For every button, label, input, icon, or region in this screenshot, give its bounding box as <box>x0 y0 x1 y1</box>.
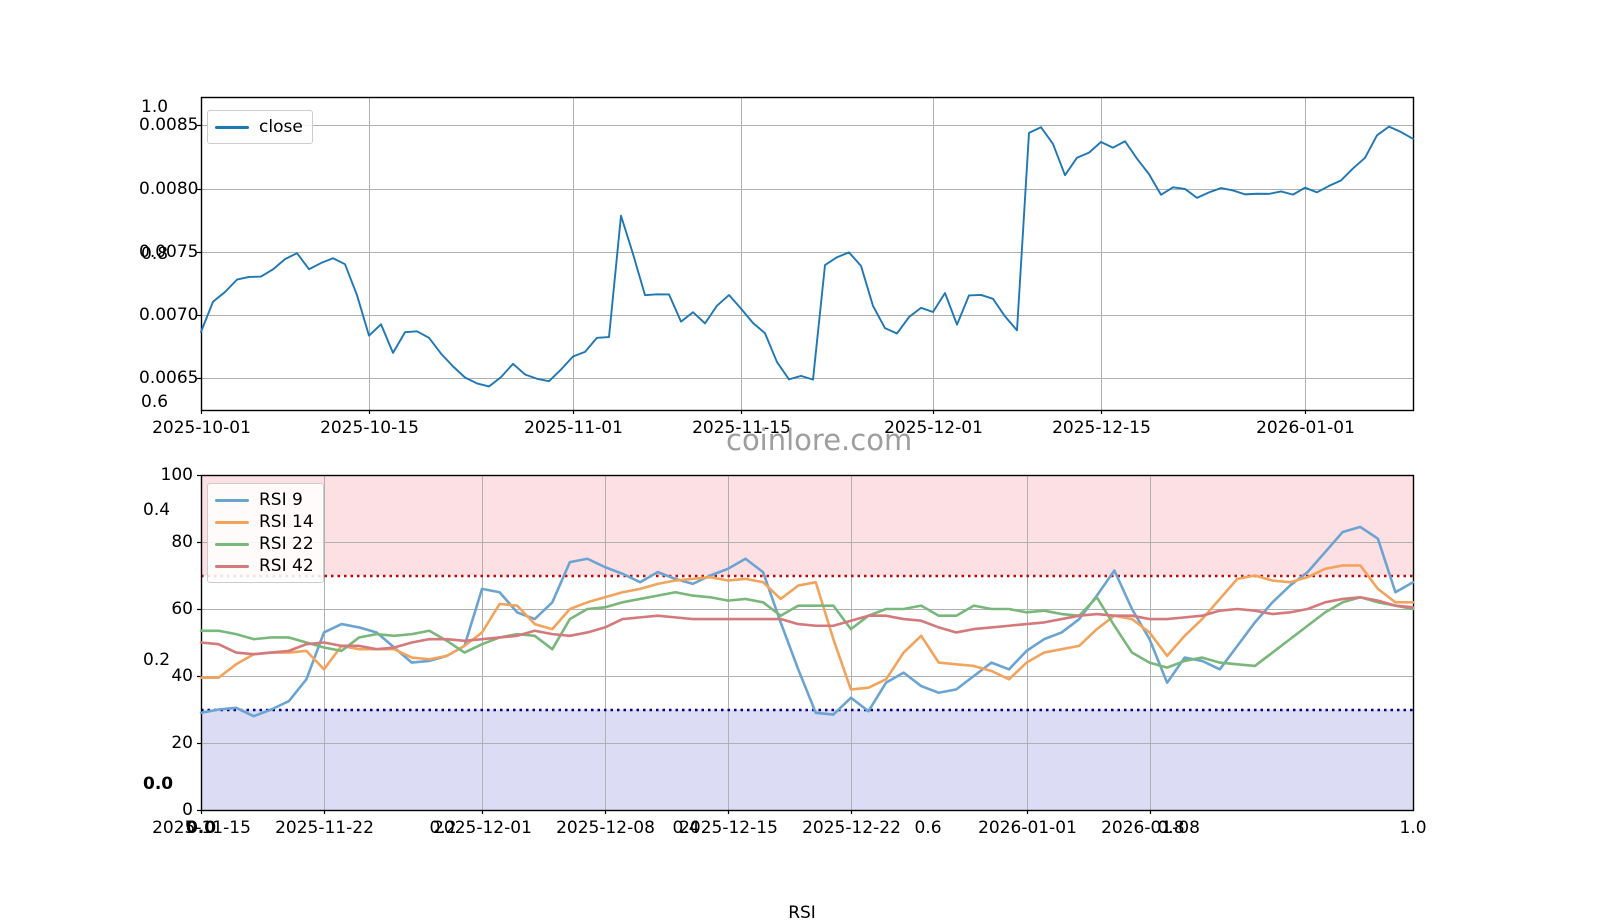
price-y-ghost-2: 1.0 <box>141 97 169 117</box>
price-y-tick-4: 0.0085 <box>139 114 199 135</box>
price-y-tick-1: 0.0070 <box>139 304 199 325</box>
rsi-panel: 0 20 40 60 80 100 0.0 0.2 0.4 2025-11-15 2025-11-2… <box>0 450 1600 923</box>
price-y-ghost-0: 0.6 <box>141 391 169 412</box>
price-legend-label: close <box>259 116 303 137</box>
price-panel: 0.0065 0.0070 0.0075 0.0080 0.0085 0.6 0.8 1.0 2… <box>0 0 1600 450</box>
price-x-tick-1: 2025-10-15 <box>320 418 419 438</box>
price-y-tick-2: 0.0075 <box>139 241 199 262</box>
price-x-tick-3: 2025-11-15 <box>692 418 791 438</box>
rsi-y-ghost-1: 0.2 <box>143 650 171 670</box>
rsi-legend[interactable]: RSI 9 RSI 14 RSI 22 RSI 42 <box>207 483 324 583</box>
price-legend-item[interactable]: close <box>215 116 303 138</box>
rsi-y-tick-0: 0 <box>182 799 193 820</box>
rsi-legend-item[interactable]: RSI 22 <box>215 533 314 555</box>
rsi-legend-label: RSI 42 <box>259 555 314 576</box>
rsi-x-ghost-4: 0.8 <box>1157 818 1185 838</box>
watermark: coinlore.com <box>726 423 913 457</box>
price-x-tick-6: 2026-01-01 <box>1256 418 1355 438</box>
rsi-legend-swatch <box>215 520 249 524</box>
rsi-legend-item[interactable]: RSI 9 <box>215 489 314 511</box>
rsi-legend-swatch <box>215 542 249 546</box>
price-y-tick-0: 0.0065 <box>139 367 199 388</box>
rsi-legend-label: RSI 9 <box>259 489 303 510</box>
rsi-title: RSI <box>788 903 816 923</box>
rsi-x-ghost-5: 1.0 <box>1399 818 1427 838</box>
rsi-x-ghost-2: 0.4 <box>672 818 700 838</box>
rsi-y-tick-5: 100 <box>160 464 193 485</box>
price-x-tick-0: 2025-10-01 <box>152 418 251 438</box>
rsi-x-ghost-3: 0.6 <box>914 818 942 838</box>
price-x-tick-5: 2025-12-15 <box>1052 418 1151 438</box>
rsi-legend-label: RSI 14 <box>259 511 314 532</box>
rsi-y-tick-4: 80 <box>171 531 193 552</box>
rsi-x-tick-5: 2025-12-22 <box>802 818 901 838</box>
rsi-x-ghost-0: 0.0 <box>185 818 217 838</box>
rsi-y-tick-2: 40 <box>171 665 193 686</box>
price-x-tick-2: 2025-11-01 <box>524 418 623 438</box>
rsi-x-tick-2: 2025-12-01 <box>433 818 532 838</box>
price-line-layer <box>197 96 1415 414</box>
rsi-y-tick-1: 20 <box>171 732 193 753</box>
rsi-x-ghost-1: 0.2 <box>429 818 457 838</box>
price-y-tick-3: 0.0080 <box>139 178 199 199</box>
price-x-tick-4: 2025-12-01 <box>884 418 983 438</box>
rsi-x-tick-3: 2025-12-08 <box>556 818 655 838</box>
rsi-x-tick-4: 2025-12-15 <box>679 818 778 838</box>
rsi-legend-swatch <box>215 498 249 502</box>
close-legend-swatch <box>215 125 249 129</box>
rsi-legend-swatch <box>215 564 249 568</box>
rsi-y-ghost-2: 0.4 <box>143 500 171 520</box>
rsi-x-tick-6: 2026-01-01 <box>978 818 1077 838</box>
rsi-legend-label: RSI 22 <box>259 533 314 554</box>
rsi-y-tick-3: 60 <box>171 598 193 619</box>
rsi-legend-item[interactable]: RSI 42 <box>215 555 314 577</box>
rsi-legend-item[interactable]: RSI 14 <box>215 511 314 533</box>
rsi-x-tick-1: 2025-11-22 <box>275 818 374 838</box>
rsi-x-tick-0: 2025-11-15 <box>152 818 251 838</box>
rsi-x-tick-7: 2026-01-08 <box>1101 818 1200 838</box>
rsi-line-layer <box>197 474 1415 814</box>
rsi-y-ghost-0: 0.0 <box>143 774 174 794</box>
price-legend[interactable]: close <box>207 110 313 144</box>
price-y-ghost-1: 0.8 <box>141 244 169 264</box>
